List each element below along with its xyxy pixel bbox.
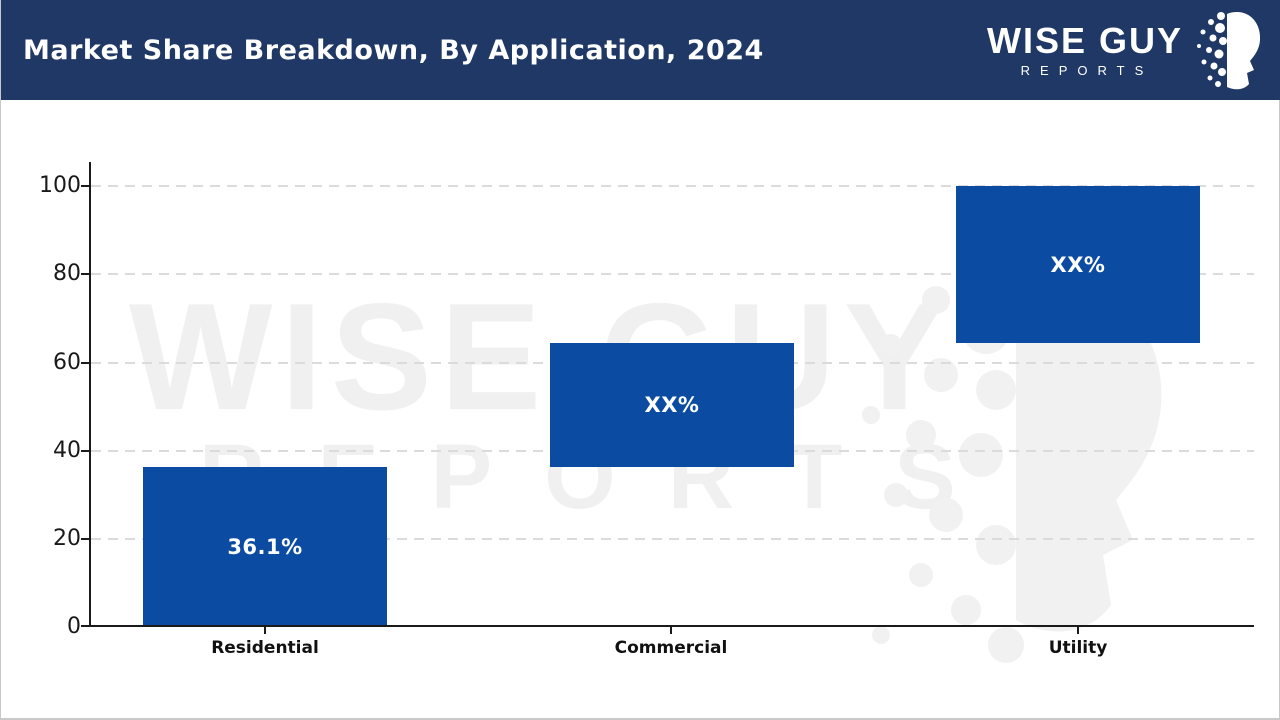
chart-title: Market Share Breakdown, By Application, … xyxy=(23,34,764,66)
y-tick-label: 80 xyxy=(53,261,81,286)
gridline-80 xyxy=(91,273,1254,275)
y-tick-100 xyxy=(81,185,89,187)
dotted-face-icon xyxy=(1197,12,1261,90)
x-category-label-commercial: Commercial xyxy=(614,638,728,658)
x-tick-utility xyxy=(1077,627,1079,634)
gridline-100 xyxy=(91,185,1254,187)
bar-commercial: XX% xyxy=(550,343,794,467)
x-category-label-residential: Residential xyxy=(211,638,319,658)
bar-utility: XX% xyxy=(956,186,1200,343)
y-tick-label: 60 xyxy=(53,350,81,375)
gridline-20 xyxy=(91,538,1254,540)
bar-value-label: XX% xyxy=(644,393,700,417)
header-bar: Market Share Breakdown, By Application, … xyxy=(1,0,1280,100)
brand-logo: WISE GUY REPORTS xyxy=(987,8,1280,92)
x-tick-commercial xyxy=(670,627,672,634)
y-tick-80 xyxy=(81,273,89,275)
bar-residential: 36.1% xyxy=(143,467,387,626)
bar-value-label: XX% xyxy=(1050,252,1106,277)
y-tick-label: 0 xyxy=(67,614,81,639)
bar-value-label: 36.1% xyxy=(227,534,303,559)
brand-subtitle: REPORTS xyxy=(1020,62,1154,78)
brand-logo-text: WISE GUY REPORTS xyxy=(986,19,1183,78)
x-category-label-utility: Utility xyxy=(1048,638,1108,658)
y-tick-60 xyxy=(81,362,89,364)
x-tick-residential xyxy=(264,627,266,634)
watermark-brand-name: WISE GUY xyxy=(129,272,954,442)
x-axis-line xyxy=(89,625,1254,627)
y-tick-0 xyxy=(81,625,89,627)
y-tick-40 xyxy=(81,450,89,452)
y-tick-label: 20 xyxy=(53,526,81,551)
y-tick-label: 40 xyxy=(53,438,81,463)
y-tick-label: 100 xyxy=(39,173,81,198)
y-axis-line xyxy=(89,162,91,627)
y-tick-20 xyxy=(81,538,89,540)
brand-name: WISE GUY xyxy=(986,19,1183,61)
